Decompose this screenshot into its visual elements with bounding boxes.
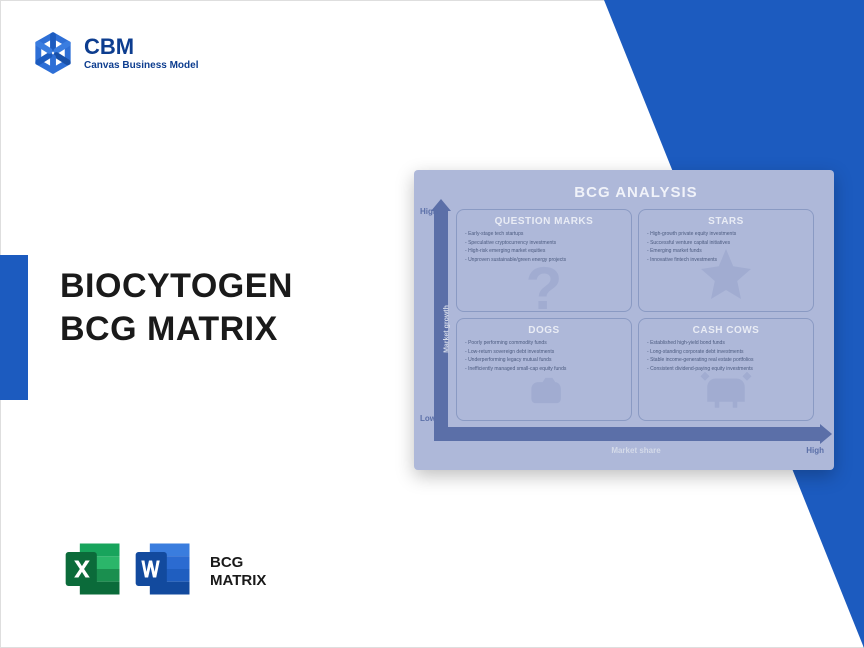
- list-item: Established high-yield bond funds: [647, 339, 805, 348]
- y-axis-high-label: High: [420, 207, 438, 216]
- brand-tagline: Canvas Business Model: [84, 60, 198, 71]
- product-icons: BCG MATRIX: [60, 535, 266, 608]
- quadrant-title: CASH COWS: [647, 325, 805, 336]
- list-item: Poorly performing commodity funds: [465, 339, 623, 348]
- title-line-1: BIOCYTOGEN: [60, 265, 293, 308]
- quadrant-stars: STARS High-growth private equity investm…: [638, 209, 814, 312]
- list-item: Long-standing corporate debt investments: [647, 348, 805, 357]
- brand-name: CBM: [84, 36, 198, 58]
- brand-logo: CBM Canvas Business Model: [32, 32, 198, 74]
- word-icon: [130, 535, 198, 608]
- title-line-2: BCG MATRIX: [60, 308, 293, 351]
- quadrant-cash-cows: CASH COWS Established high-yield bond fu…: [638, 318, 814, 421]
- x-axis: [434, 427, 822, 441]
- quadrant-dogs: DOGS Poorly performing commodity funds L…: [456, 318, 632, 421]
- list-item: High-growth private equity investments: [647, 230, 805, 239]
- brand-text: CBM Canvas Business Model: [84, 36, 198, 71]
- page-title: BIOCYTOGEN BCG MATRIX: [60, 265, 293, 350]
- matrix-grid: High Low High Market growth Market share…: [454, 209, 818, 449]
- list-item: Underperforming legacy mutual funds: [465, 356, 623, 365]
- list-item: Innovative fintech investments: [647, 256, 805, 265]
- quadrant-question-marks: ? QUESTION MARKS Early-stage tech startu…: [456, 209, 632, 312]
- list-item: Speculative cryptocurrency investments: [465, 239, 623, 248]
- quadrant-grid: ? QUESTION MARKS Early-stage tech startu…: [456, 209, 814, 421]
- x-axis-name: Market share: [611, 446, 660, 455]
- product-line-1: BCG: [210, 554, 266, 571]
- list-item: Emerging market funds: [647, 247, 805, 256]
- decorative-left-bar: [0, 255, 28, 400]
- cbm-logo-icon: [32, 32, 74, 74]
- quadrant-title: DOGS: [465, 325, 623, 336]
- quadrant-list: High-growth private equity investments S…: [647, 230, 805, 264]
- matrix-title: BCG ANALYSIS: [454, 184, 818, 201]
- product-label: BCG MATRIX: [210, 554, 266, 589]
- list-item: Stable income-generating real estate por…: [647, 356, 805, 365]
- list-item: Inefficiently managed small-cap equity f…: [465, 365, 623, 374]
- list-item: Unproven sustainable/green energy projec…: [465, 256, 623, 265]
- quadrant-title: QUESTION MARKS: [465, 216, 623, 227]
- y-axis-name: Market growth: [443, 305, 450, 353]
- excel-icon: [60, 535, 128, 608]
- list-item: High-risk emerging market equities: [465, 247, 623, 256]
- quadrant-list: Poorly performing commodity funds Low-re…: [465, 339, 623, 373]
- list-item: Consistent dividend-paying equity invest…: [647, 365, 805, 374]
- quadrant-title: STARS: [647, 216, 805, 227]
- list-item: Low-return sovereign debt investments: [465, 348, 623, 357]
- list-item: Early-stage tech startups: [465, 230, 623, 239]
- quadrant-list: Established high-yield bond funds Long-s…: [647, 339, 805, 373]
- list-item: Successful venture capital initiatives: [647, 239, 805, 248]
- y-axis-low-label: Low: [420, 414, 436, 423]
- x-axis-high-label: High: [806, 446, 824, 455]
- bcg-matrix-card: BCG ANALYSIS High Low High Market growth…: [414, 170, 834, 470]
- dog-icon: [519, 368, 569, 418]
- cow-icon: [696, 368, 756, 418]
- product-line-2: MATRIX: [210, 572, 266, 589]
- quadrant-list: Early-stage tech startups Speculative cr…: [465, 230, 623, 264]
